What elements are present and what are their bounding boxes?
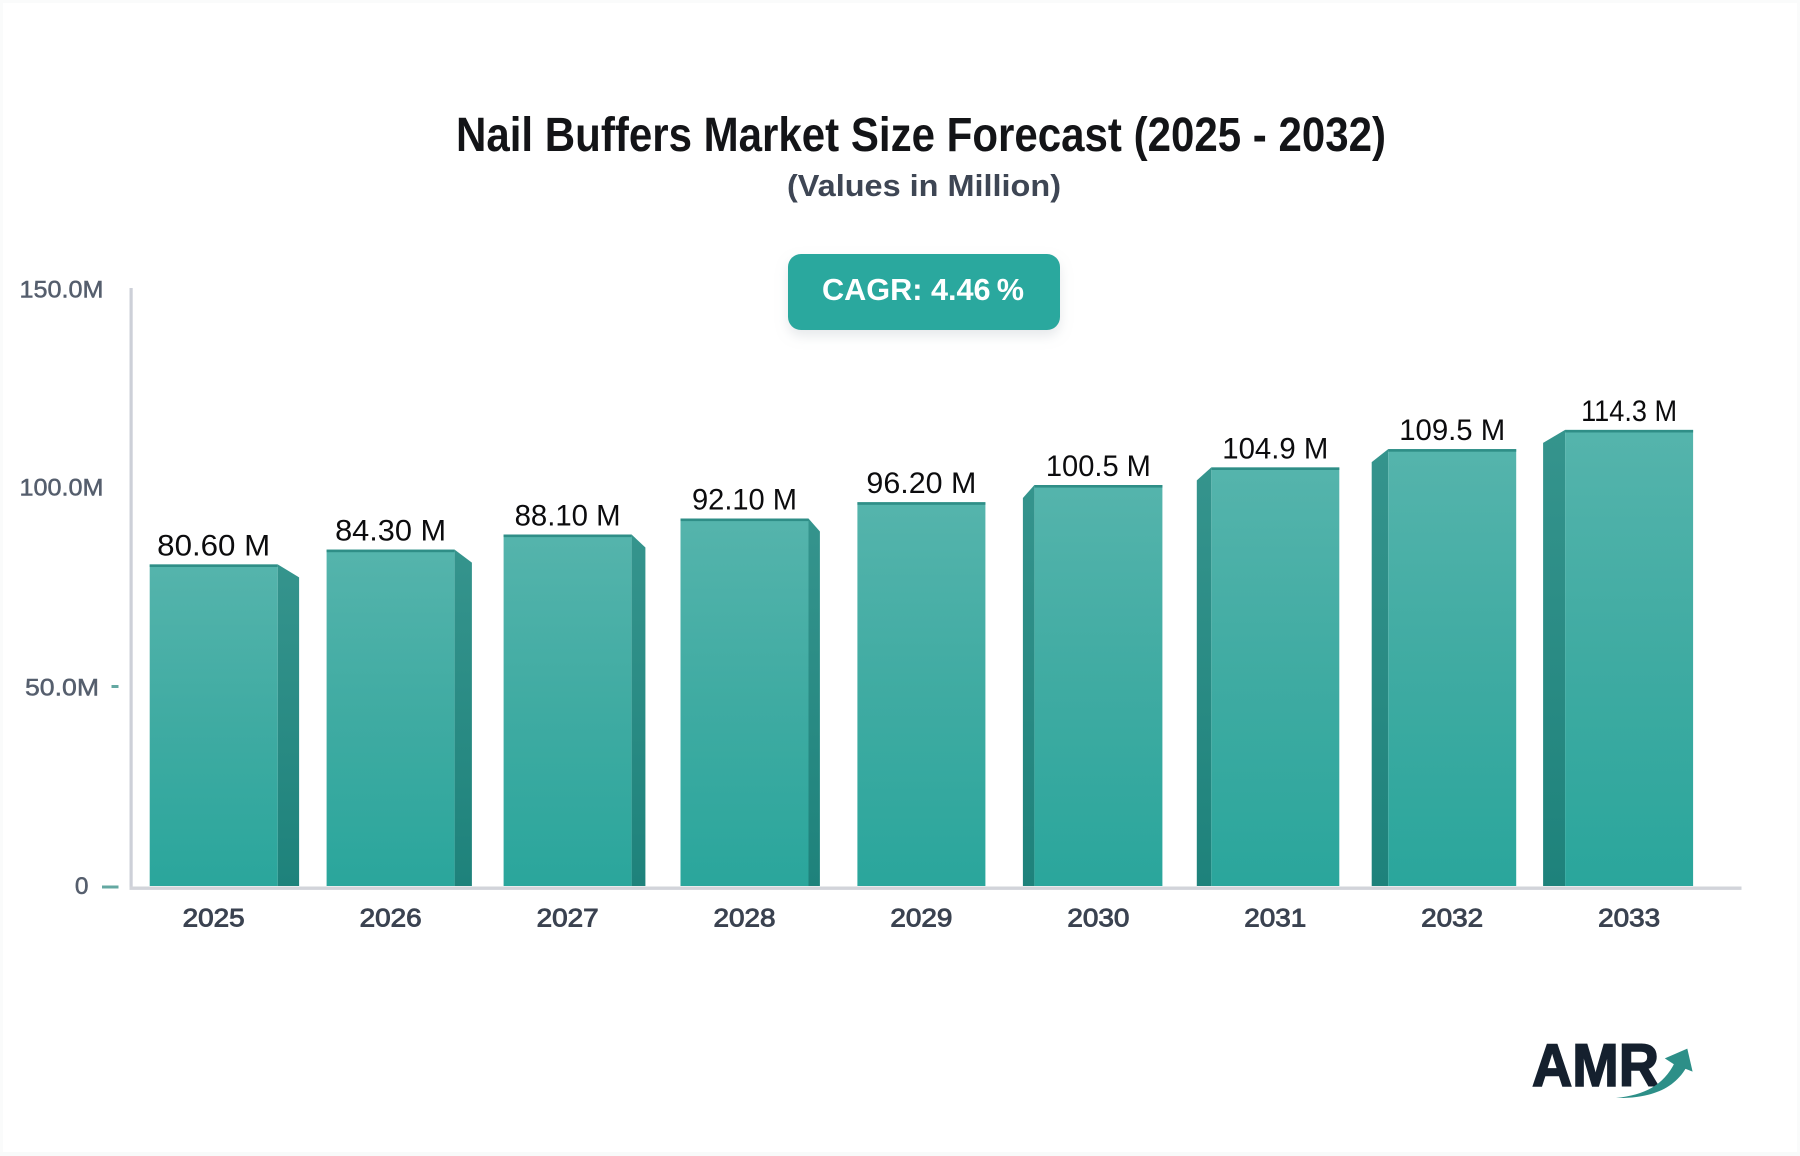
svg-text:109.5 M: 109.5 M <box>1399 414 1505 447</box>
svg-text:150.0M: 150.0M <box>20 277 104 304</box>
svg-text:2032: 2032 <box>1421 905 1483 933</box>
svg-text:2026: 2026 <box>360 905 422 933</box>
svg-text:100.0M: 100.0M <box>20 475 104 502</box>
svg-text:96.20 M: 96.20 M <box>866 467 976 500</box>
svg-text:100.5 M: 100.5 M <box>1046 450 1151 483</box>
svg-text:2027: 2027 <box>537 905 599 933</box>
svg-text:AMR: AMR <box>1532 1032 1659 1099</box>
svg-text:0: 0 <box>75 873 89 900</box>
svg-text:2025: 2025 <box>183 905 245 933</box>
svg-text:80.60 M: 80.60 M <box>157 529 270 562</box>
svg-text:Nail Buffers Market Size Forec: Nail Buffers Market Size Forecast (2025 … <box>456 109 1386 162</box>
svg-text:50.0M: 50.0M <box>25 675 99 702</box>
svg-text:(Values in Million): (Values in Million) <box>787 168 1061 203</box>
svg-text:104.9 M: 104.9 M <box>1222 432 1328 465</box>
svg-text:CAGR: 4.46 %: CAGR: 4.46 % <box>822 272 1024 307</box>
svg-text:2031: 2031 <box>1244 905 1306 933</box>
svg-text:114.3 M: 114.3 M <box>1581 395 1677 428</box>
svg-text:2030: 2030 <box>1067 905 1129 933</box>
svg-text:2029: 2029 <box>890 905 952 933</box>
svg-text:92.10 M: 92.10 M <box>692 484 797 517</box>
svg-text:88.10 M: 88.10 M <box>515 500 621 533</box>
svg-text:2028: 2028 <box>714 905 776 933</box>
svg-text:2033: 2033 <box>1598 905 1660 933</box>
svg-text:84.30 M: 84.30 M <box>335 515 446 548</box>
